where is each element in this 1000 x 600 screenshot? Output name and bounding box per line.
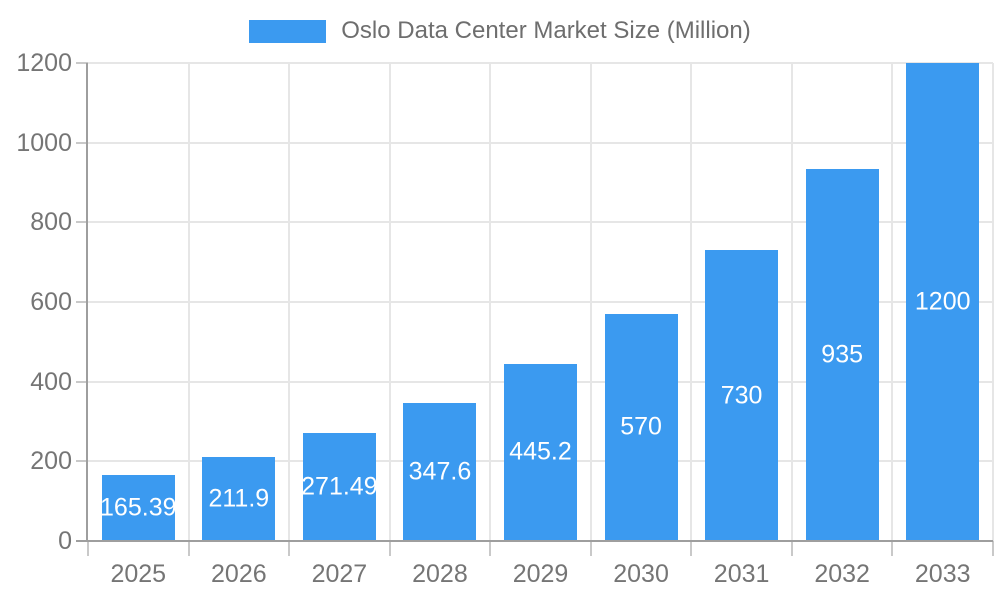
- y-axis-line: [86, 63, 88, 542]
- x-tick-mark: [288, 541, 291, 556]
- y-tick-mark: [76, 380, 88, 383]
- bar-value-label: 211.9: [208, 484, 270, 513]
- bar-value-label: 445.2: [509, 437, 572, 466]
- x-tick-mark: [187, 541, 190, 556]
- v-gridline: [589, 63, 592, 541]
- bar: [403, 402, 477, 541]
- x-tick-mark: [388, 541, 391, 556]
- x-tick-label: 2028: [412, 560, 468, 588]
- x-tick-mark: [891, 541, 894, 556]
- bar: [604, 313, 678, 541]
- h-gridline: [88, 301, 993, 303]
- x-tick-label: 2025: [110, 560, 167, 588]
- v-gridline: [388, 63, 391, 541]
- v-gridline: [690, 63, 693, 541]
- x-tick-label: 2026: [211, 560, 267, 588]
- x-tick-label: 2031: [713, 560, 770, 588]
- y-tick-label: 600: [30, 288, 72, 316]
- y-tick-mark: [76, 62, 88, 64]
- v-gridline: [288, 63, 291, 541]
- y-tick-label: 200: [30, 447, 72, 476]
- bar-value-label: 165.39: [100, 493, 177, 522]
- v-gridline: [489, 63, 492, 541]
- bar: [302, 432, 376, 541]
- y-tick-label: 800: [30, 208, 72, 237]
- bar-value-label: 347.6: [408, 457, 472, 486]
- x-tick-label: 2030: [613, 560, 669, 588]
- x-tick-label: 2029: [512, 560, 569, 588]
- h-gridline: [88, 62, 993, 64]
- x-tick-mark: [589, 541, 592, 556]
- x-tick-label: 2032: [814, 560, 870, 588]
- x-axis-line: [76, 540, 993, 542]
- x-tick-mark: [690, 541, 693, 556]
- y-tick-mark: [76, 301, 88, 303]
- y-tick-label: 1200: [16, 49, 72, 77]
- bar: [504, 363, 577, 541]
- bar-value-label: 935: [821, 340, 864, 369]
- legend: Oslo Data Center Market Size (Million): [0, 17, 1000, 45]
- x-tick-mark: [87, 541, 89, 556]
- x-tick-label: 2027: [311, 560, 368, 588]
- h-gridline: [88, 221, 993, 224]
- y-tick-mark: [76, 460, 88, 463]
- x-tick-label: 2033: [914, 560, 971, 588]
- bar-value-label: 1200: [914, 287, 971, 316]
- y-tick-label: 1000: [16, 128, 72, 157]
- x-tick-mark: [992, 541, 994, 556]
- bar-value-label: 730: [720, 381, 763, 410]
- bar: [906, 63, 980, 541]
- bar-value-label: 570: [620, 412, 662, 441]
- v-gridline: [187, 63, 190, 541]
- h-gridline: [88, 141, 993, 144]
- bar: [101, 475, 175, 541]
- v-gridline: [992, 63, 994, 541]
- x-tick-mark: [489, 541, 492, 556]
- legend-swatch: [249, 19, 327, 43]
- y-tick-label: 0: [58, 527, 72, 555]
- x-tick-mark: [790, 541, 793, 556]
- y-tick-label: 400: [30, 367, 72, 396]
- bar-value-label: 271.49: [301, 472, 378, 501]
- v-gridline: [891, 63, 894, 541]
- y-tick-mark: [76, 221, 88, 224]
- v-gridline: [790, 63, 793, 541]
- legend-label: Oslo Data Center Market Size (Million): [341, 17, 751, 44]
- bar: [705, 250, 779, 541]
- y-tick-mark: [76, 141, 88, 144]
- bar: [805, 168, 879, 541]
- bar: [202, 456, 276, 541]
